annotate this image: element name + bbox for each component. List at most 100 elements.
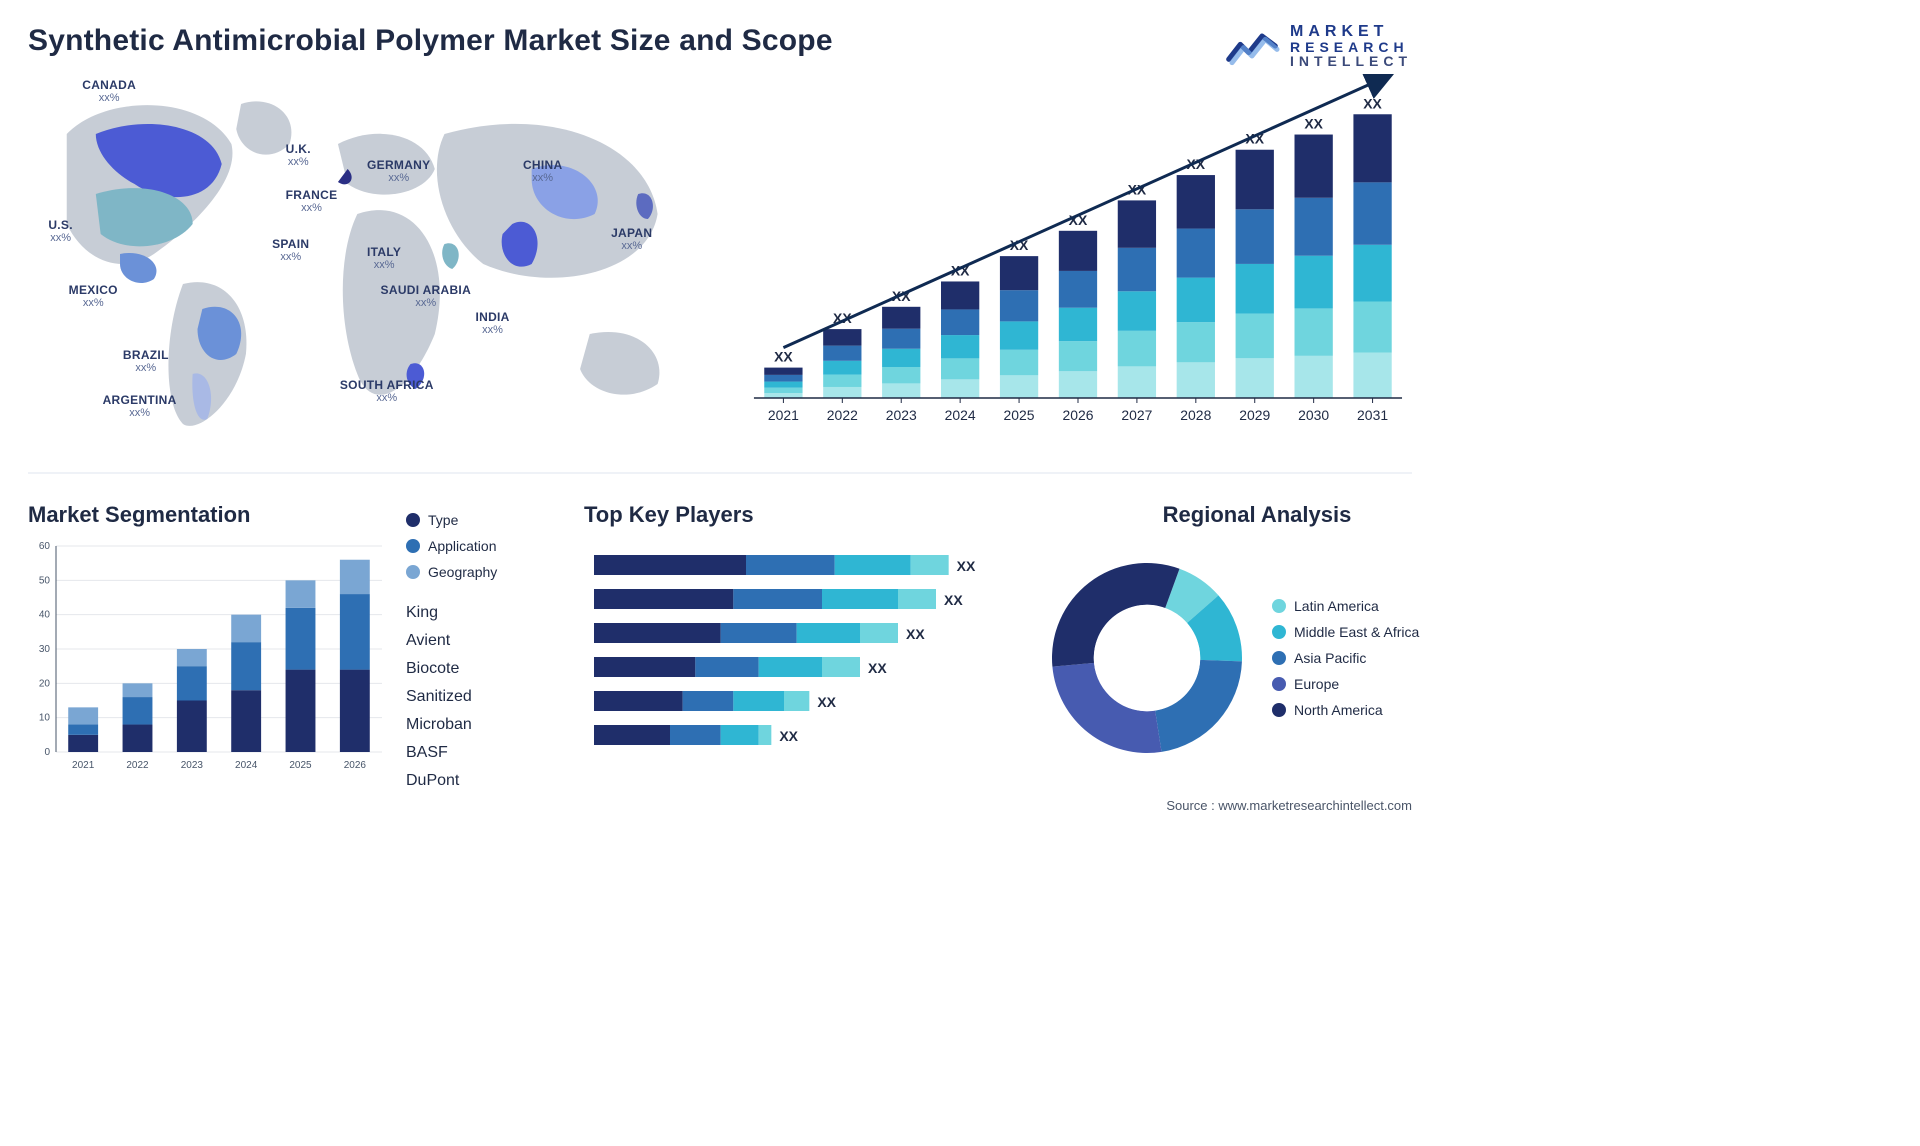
map-label: U.S.xx% [48,218,73,244]
svg-text:2026: 2026 [344,760,367,771]
svg-text:2022: 2022 [827,407,858,423]
key-players-chart: XX XX XX XX XX XX [584,538,1024,778]
segmentation-chart: 0102030405060202120222023202420252026 [28,538,388,778]
legend-item: Geography [406,564,566,580]
svg-text:2022: 2022 [126,760,149,771]
growth-chart: XX2021XX2022XX2023XX2024XX2025XX2026XX20… [734,74,1412,434]
world-map-panel: CANADAxx% U.S.xx% MEXICOxx% BRAZILxx% ARGENT… [28,74,706,454]
legend-item: Type [406,512,566,528]
growth-chart-panel: XX2021XX2022XX2023XX2024XX2025XX2026XX20… [734,74,1412,454]
legend-swatch [1272,625,1286,639]
growth-chart-svg: XX2021XX2022XX2023XX2024XX2025XX2026XX20… [734,74,1412,434]
svg-text:2024: 2024 [945,407,976,423]
svg-text:XX: XX [817,694,836,710]
bottom-row: Market Segmentation 0 10 20 30 40 50 60 2021 202… [28,502,1412,790]
svg-text:2027: 2027 [1121,407,1152,423]
svg-text:2029: 2029 [1239,407,1270,423]
legend-swatch [1272,703,1286,717]
key-players-title: Top Key Players [584,502,1024,528]
logo-text: MARKET RESEARCH INTELLECT [1290,24,1412,68]
legend-item: Application [406,538,566,554]
legend-swatch [1272,651,1286,665]
legend-swatch [1272,677,1286,691]
header-row: Synthetic Antimicrobial Polymer Market S… [28,24,1412,68]
map-label: U.K.xx% [286,142,311,168]
svg-text:2024: 2024 [235,760,258,771]
source-label: Source : www.marketresearchintellect.com [1166,798,1412,813]
map-label: CANADAxx% [82,78,136,104]
world-map: CANADAxx% U.S.xx% MEXICOxx% BRAZILxx% ARGENT… [28,74,706,454]
svg-text:XX: XX [868,660,887,676]
svg-text:XX: XX [1304,116,1323,132]
legend-item: Europe [1272,676,1432,692]
divider [28,472,1412,474]
legend-item: North America [1272,702,1432,718]
map-label: BRAZILxx% [123,348,169,374]
map-label: MEXICOxx% [69,283,118,309]
map-label: CHINAxx% [523,158,563,184]
legend-item: Latin America [1272,598,1432,614]
map-label: SPAINxx% [272,237,309,263]
player-name: Microban [406,716,566,734]
key-players-panel: Top Key Players XX XX XX XX XX XX [584,502,1024,778]
svg-text:20: 20 [39,678,51,689]
segmentation-panel: Market Segmentation 0 10 20 30 40 50 60 2021 202… [28,502,388,778]
logo-mark-icon [1224,26,1280,66]
svg-text:0: 0 [44,747,50,758]
legend-swatch [406,565,420,579]
footer: Source : www.marketresearchintellect.com [28,798,1412,813]
regional-title: Regional Analysis [1042,502,1472,528]
player-name: King [406,604,566,622]
map-label: SOUTH AFRICAxx% [340,378,434,404]
player-name: Biocote [406,660,566,678]
svg-text:50: 50 [39,575,51,586]
svg-text:2025: 2025 [289,760,312,771]
legend-swatch [406,539,420,553]
players-list: KingAvientBiocoteSanitizedMicrobanBASFDu… [406,598,566,790]
page-title: Synthetic Antimicrobial Polymer Market S… [28,24,833,58]
svg-text:XX: XX [906,626,925,642]
page: Synthetic Antimicrobial Polymer Market S… [0,0,1440,825]
legend-label: Latin America [1294,598,1379,614]
legend-label: North America [1294,702,1383,718]
logo-line2: RESEARCH [1290,40,1412,54]
legend-label: Asia Pacific [1294,650,1366,666]
svg-text:60: 60 [39,541,51,552]
top-row: CANADAxx% U.S.xx% MEXICOxx% BRAZILxx% ARGENT… [28,74,1412,454]
map-label: GERMANYxx% [367,158,430,184]
regional-panel: Regional Analysis Latin America Middle Ea… [1042,502,1472,778]
player-name: Avient [406,632,566,650]
svg-text:XX: XX [774,349,793,365]
seg-legend-and-players: Type Application Geography King Avient Bioco… [406,502,566,790]
svg-text:XX: XX [957,558,976,574]
logo-line3: INTELLECT [1290,54,1412,68]
svg-text:2021: 2021 [768,407,799,423]
svg-text:2021: 2021 [72,760,95,771]
map-label: ITALYxx% [367,245,401,271]
legend-label: Geography [428,564,497,580]
brand-logo: MARKET RESEARCH INTELLECT [1224,24,1412,68]
segmentation-svg: 0102030405060202120222023202420252026 [28,538,388,778]
svg-text:2030: 2030 [1298,407,1329,423]
map-label: INDIAxx% [475,310,509,336]
regional-legend: Latin America Middle East & Africa Asia Pa… [1272,588,1432,728]
legend-item: Middle East & Africa [1272,624,1432,640]
legend-item: Asia Pacific [1272,650,1432,666]
segmentation-title: Market Segmentation [28,502,388,528]
svg-text:10: 10 [39,713,51,724]
legend-swatch [406,513,420,527]
seg-legend: Type Application Geography [406,512,566,580]
svg-text:2025: 2025 [1004,407,1035,423]
legend-label: Europe [1294,676,1339,692]
svg-text:2023: 2023 [886,407,917,423]
regional-chart: Latin America Middle East & Africa Asia Pa… [1042,538,1472,778]
svg-text:XX: XX [944,592,963,608]
svg-text:2026: 2026 [1062,407,1093,423]
svg-text:XX: XX [779,728,798,744]
svg-text:40: 40 [39,610,51,621]
svg-text:2028: 2028 [1180,407,1211,423]
svg-text:XX: XX [1363,95,1382,111]
map-label: ARGENTINAxx% [103,393,177,419]
svg-text:30: 30 [39,644,51,655]
legend-label: Middle East & Africa [1294,624,1419,640]
